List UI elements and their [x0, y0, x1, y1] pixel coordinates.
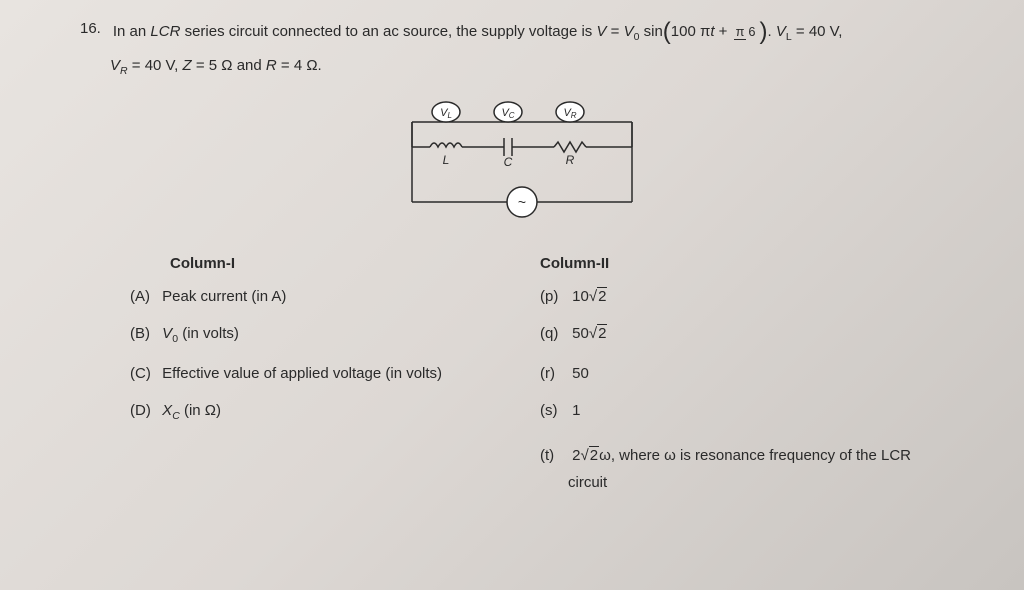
option-r: (r) 50 — [540, 365, 964, 382]
option-q-label: (q) — [540, 325, 568, 342]
r-val: = 4 Ω. — [277, 57, 322, 74]
option-a-label: (A) — [130, 288, 158, 305]
option-t-radicand: 2 — [589, 446, 599, 464]
vl-var: V — [776, 23, 786, 40]
sqrt-icon: 2 — [589, 325, 608, 342]
option-t-text: , where ω is resonance frequency of the … — [611, 447, 911, 464]
eq-sin: sin — [639, 23, 662, 40]
eq-v: V — [596, 23, 606, 40]
option-p-coeff: 10 — [572, 288, 589, 305]
eq-v0: V — [624, 23, 634, 40]
circuit-diagram-container: VL VC VR L C R ~ — [80, 92, 964, 237]
option-s: (s) 1 — [540, 402, 964, 419]
vr-sub: R — [120, 65, 128, 77]
option-t-coeff: 2 — [572, 447, 580, 464]
fraction: π6 — [734, 26, 758, 39]
question-number: 16. — [80, 20, 101, 46]
option-a: (A) Peak current (in A) — [80, 288, 540, 305]
eq-plus: + — [715, 23, 732, 40]
inductor-label: L — [443, 153, 450, 167]
r-var: R — [266, 57, 277, 74]
option-p-label: (p) — [540, 288, 568, 305]
option-row-c: (C) Effective value of applied voltage (… — [80, 365, 964, 382]
eq-arg1: 100 π — [671, 23, 711, 40]
option-a-text: Peak current (in A) — [162, 288, 286, 305]
option-r-label: (r) — [540, 365, 568, 382]
vr-val: = 40 V, — [128, 57, 183, 74]
frac-den: 6 — [746, 24, 757, 39]
eq-dot: . — [768, 23, 776, 40]
option-q-radicand: 2 — [597, 324, 607, 342]
question-header-row: 16. In an LCR series circuit connected t… — [80, 20, 964, 46]
z-val: = 5 Ω and — [192, 57, 266, 74]
vl-val: = 40 V, — [792, 23, 843, 40]
rparen: ) — [760, 18, 768, 45]
sqrt-icon: 2 — [589, 288, 608, 305]
option-row-a: (A) Peak current (in A) (p) 10 2 — [80, 288, 964, 305]
option-row-b: (B) V0 (in volts) (q) 50 2 — [80, 325, 964, 345]
option-t-text2: circuit — [540, 474, 607, 491]
option-d: (D) XC (in Ω) — [80, 402, 540, 422]
option-s-text: 1 — [572, 402, 580, 419]
text-part2: series circuit connected to an ac source… — [180, 23, 596, 40]
source-label: ~ — [518, 194, 526, 210]
option-c-label: (C) — [130, 365, 158, 382]
lparen: ( — [663, 18, 671, 45]
option-b-text: (in volts) — [178, 325, 239, 342]
option-row-t: (t) 22ω, where ω is resonance frequency … — [80, 442, 964, 496]
option-row-d: (D) XC (in Ω) (s) 1 — [80, 402, 964, 422]
option-t-label: (t) — [540, 442, 568, 469]
capacitor-label: C — [504, 155, 513, 169]
option-q: (q) 50 2 — [540, 325, 964, 342]
option-b: (B) V0 (in volts) — [80, 325, 540, 345]
option-r-text: 50 — [572, 365, 589, 382]
option-b-label: (B) — [130, 325, 158, 342]
option-c-text: Effective value of applied voltage (in v… — [162, 365, 442, 382]
option-t: (t) 22ω, where ω is resonance frequency … — [540, 442, 964, 496]
option-s-label: (s) — [540, 402, 568, 419]
option-d-xc-sub: C — [172, 410, 180, 422]
frac-num: π — [734, 24, 747, 40]
option-p: (p) 10 2 — [540, 288, 964, 305]
question-page: 16. In an LCR series circuit connected t… — [0, 0, 1024, 516]
option-t-omega: ω — [599, 447, 611, 464]
circuit-diagram: VL VC VR L C R ~ — [382, 92, 662, 232]
option-b-v0-var: V — [162, 325, 172, 342]
resistor-label: R — [566, 153, 575, 167]
option-q-coeff: 50 — [572, 325, 589, 342]
option-d-xc-var: X — [162, 402, 172, 419]
option-d-text: (in Ω) — [180, 402, 221, 419]
spacer — [80, 442, 540, 496]
eq-equals: = — [606, 23, 623, 40]
z-var: Z — [183, 57, 192, 74]
text-part1: In an — [113, 23, 151, 40]
question-text-line2: VR = 40 V, Z = 5 Ω and R = 4 Ω. — [110, 54, 964, 80]
sqrt-icon: 2 — [581, 442, 600, 469]
columns-header: Column-I Column-II — [80, 255, 964, 272]
option-p-radicand: 2 — [597, 287, 607, 305]
lcr-italic: LCR — [150, 23, 180, 40]
option-d-label: (D) — [130, 402, 158, 419]
question-text-line1: In an LCR series circuit connected to an… — [113, 20, 843, 46]
vr-var: V — [110, 57, 120, 74]
column2-header: Column-II — [540, 255, 964, 272]
option-c: (C) Effective value of applied voltage (… — [80, 365, 540, 382]
column1-header: Column-I — [80, 255, 540, 272]
